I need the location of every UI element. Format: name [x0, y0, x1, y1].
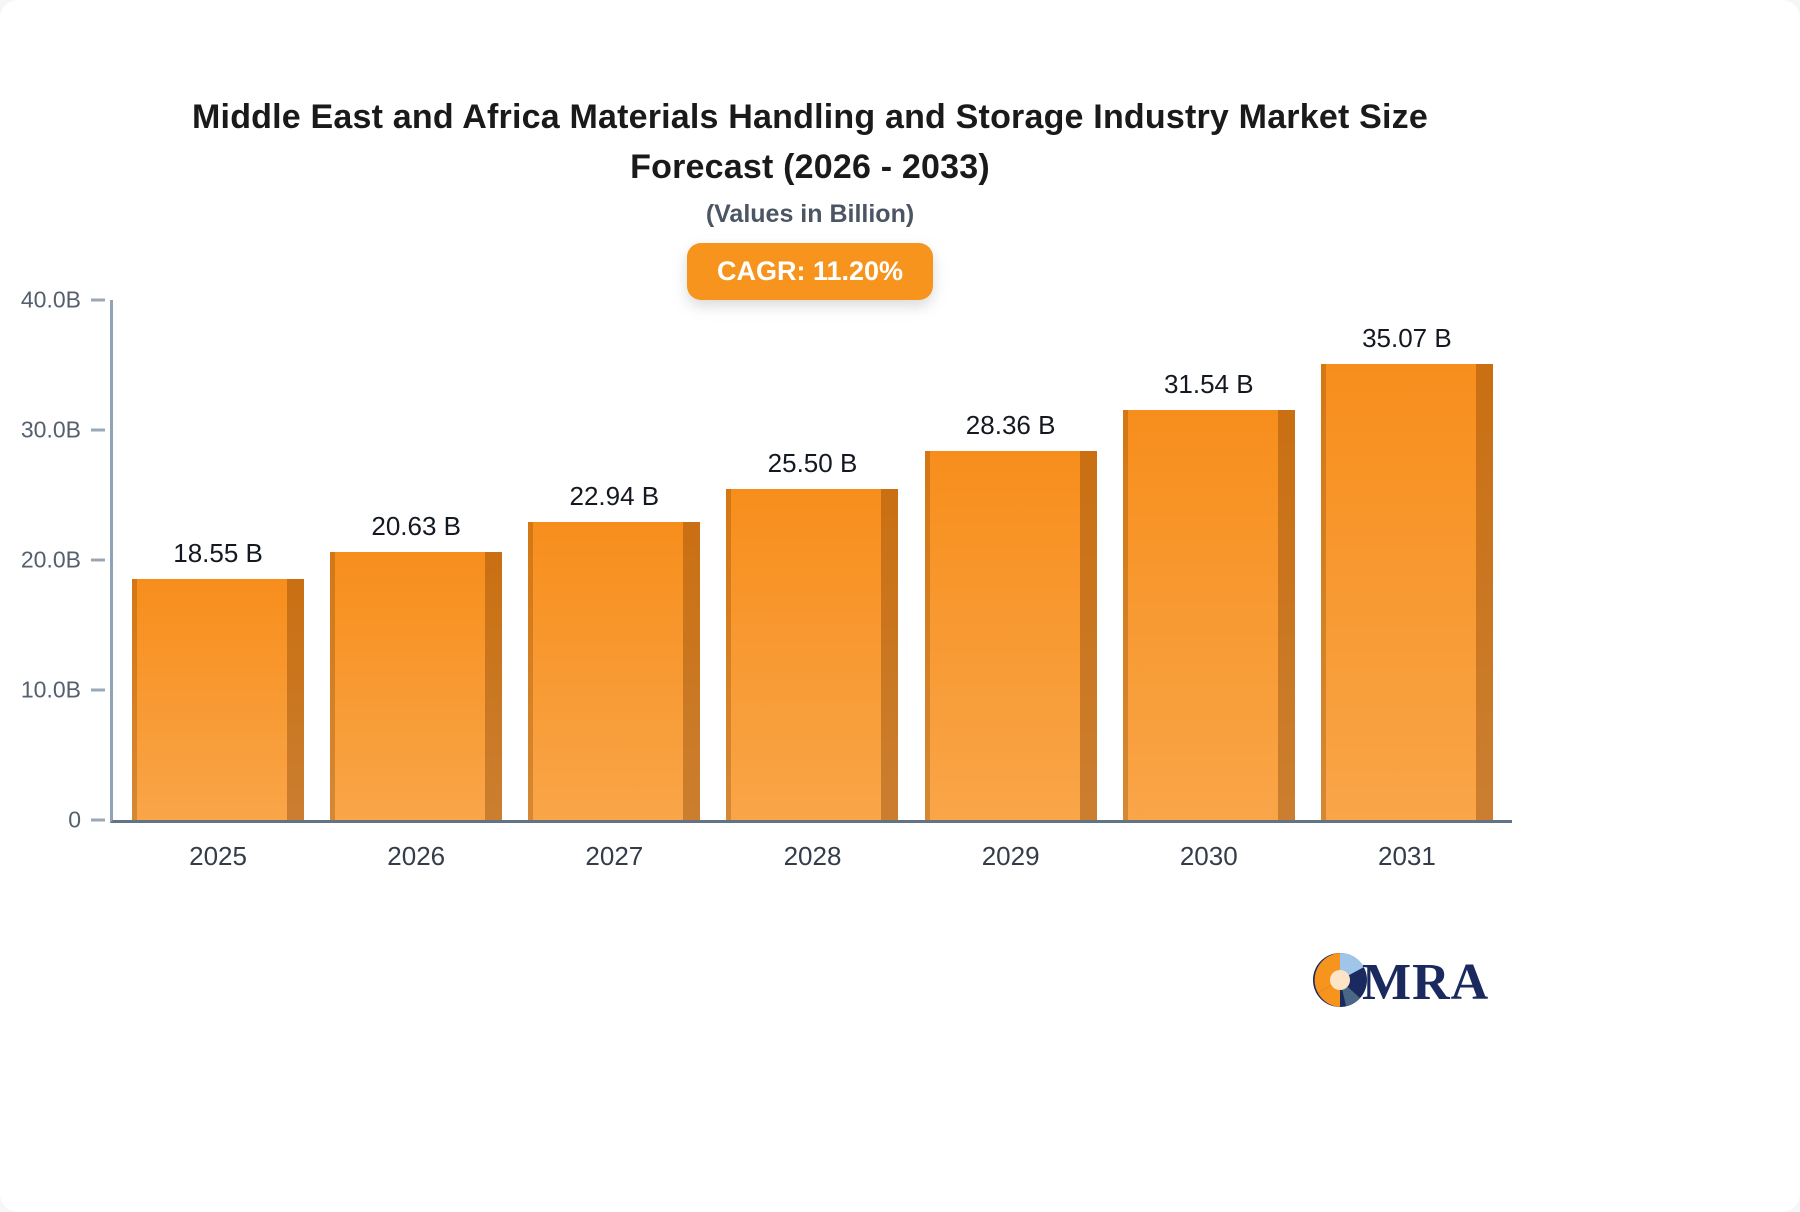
logo-text: MRA — [1362, 954, 1490, 1011]
bar-value-label: 28.36 B — [965, 410, 1056, 441]
bar[interactable] — [330, 551, 503, 820]
x-axis-category-label: 2026 — [387, 841, 446, 871]
bar[interactable] — [726, 488, 899, 820]
y-axis-tick-mark — [91, 558, 105, 562]
y-axis-tick: 10.0B — [21, 677, 105, 704]
bar-group: 31.54 B 2030 — [1122, 300, 1295, 871]
y-axis-tick: 0 — [68, 807, 105, 834]
bar-group: 25.50 B 2028 — [726, 300, 899, 871]
x-axis-category-label: 2025 — [189, 841, 247, 871]
bar-value-label: 20.63 B — [371, 510, 462, 541]
x-axis-category-label: 2031 — [1377, 841, 1436, 871]
chart-title-line2: Forecast (2026 - 2033) — [630, 148, 990, 186]
chart-header: Middle East and Africa Materials Handlin… — [150, 92, 1470, 300]
y-axis-tick-mark — [91, 688, 105, 692]
bar-value-label: 35.07 B — [1362, 323, 1452, 354]
y-axis-tick-label: 30.0B — [20, 416, 81, 443]
bar[interactable] — [132, 578, 305, 820]
bar[interactable] — [1122, 409, 1295, 820]
bar-group: 35.07 B 2031 — [1320, 300, 1493, 871]
x-axis-category-label: 2028 — [783, 841, 842, 871]
bar-group: 22.94 B 2027 — [528, 300, 701, 871]
x-axis-category-label: 2030 — [1179, 841, 1238, 871]
bar-group: 18.55 B 2025 — [132, 300, 305, 871]
y-axis-tick: 40.0B — [21, 287, 105, 314]
y-axis-tick-label: 20.0B — [20, 546, 81, 573]
pie-chart-logo-icon — [1308, 948, 1372, 1017]
y-axis-tick: 20.0B — [21, 547, 105, 574]
y-axis-tick-label: 10.0B — [20, 676, 81, 703]
plot-area: 40.0B 30.0B 20.0B 10.0B 0 18.55 B 2025 20.63 B… — [21, 287, 1512, 871]
bar[interactable] — [924, 451, 1097, 820]
chart-subtitle: (Values in Billion) — [705, 200, 915, 228]
bar-group: 28.36 B 2029 — [924, 300, 1097, 871]
y-axis-tick: 30.0B — [21, 417, 105, 444]
bar-value-label: 22.94 B — [569, 480, 660, 511]
bar-value-label: 18.55 B — [173, 537, 263, 568]
bar-value-label: 31.54 B — [1163, 368, 1254, 399]
y-axis-tick-mark — [91, 818, 105, 822]
bar-value-label: 25.50 B — [767, 447, 858, 478]
chart-title-line1: Middle East and Africa Materials Handlin… — [192, 98, 1428, 136]
y-axis-tick-mark — [91, 428, 105, 432]
bar[interactable] — [528, 521, 701, 820]
x-axis-category-label: 2029 — [981, 841, 1040, 871]
bars-container: 18.55 B 2025 20.63 B 2026 22.94 B 2027 25.50 B… — [113, 300, 1512, 871]
bar[interactable] — [1320, 364, 1493, 820]
cagr-badge: CAGR: 11.20% — [686, 243, 934, 300]
y-axis-tick-mark — [91, 298, 105, 302]
mra-logo: MRA — [1308, 948, 1489, 1017]
bar-group: 20.63 B 2026 — [330, 300, 503, 871]
y-axis-tick-label: 40.0B — [20, 286, 81, 313]
y-axis-tick-label: 0 — [68, 806, 81, 833]
x-axis-category-label: 2027 — [585, 841, 644, 871]
